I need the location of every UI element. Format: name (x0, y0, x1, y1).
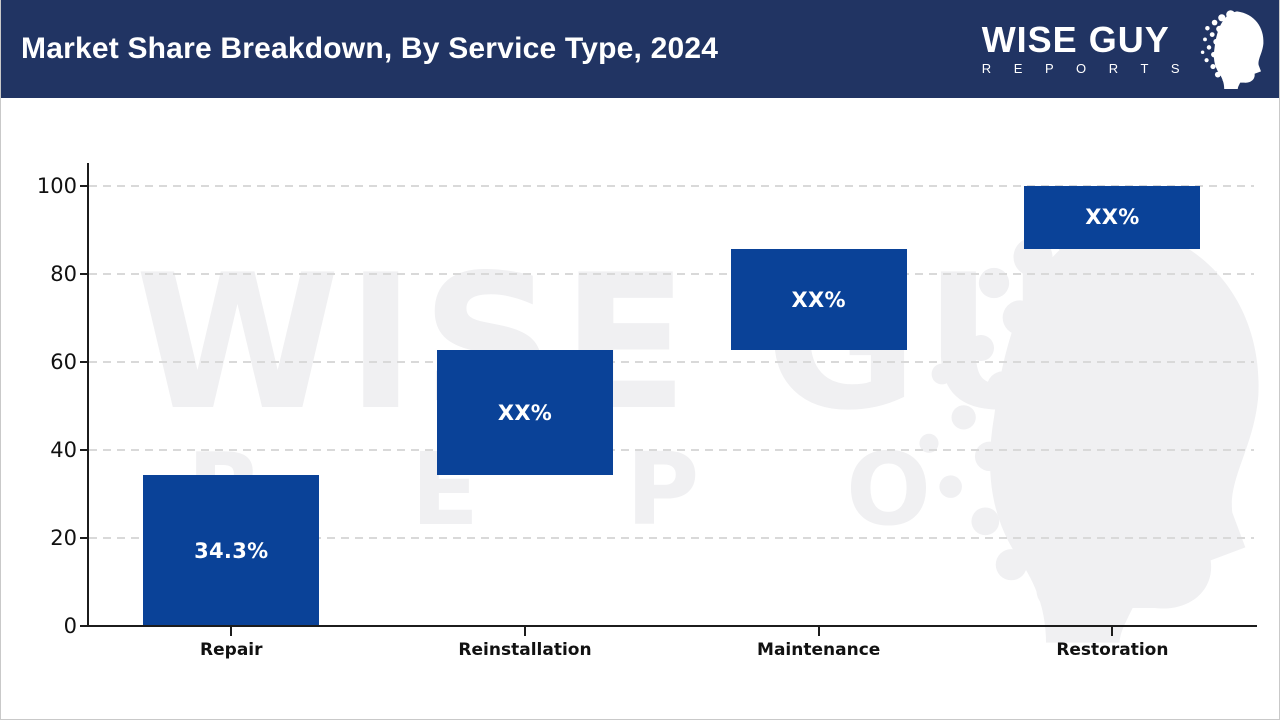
y-tick-100 (80, 185, 89, 187)
gridline-80 (89, 273, 1254, 275)
y-tick-40 (80, 449, 89, 451)
x-tick-3 (817, 627, 820, 636)
logo-primary-text: WISE GUY (981, 19, 1170, 60)
x-axis-line (87, 625, 1257, 627)
gridline-100 (89, 185, 1254, 187)
bar-value-label: XX% (497, 400, 553, 425)
y-tick-label: 80 (50, 262, 77, 286)
y-tick-label: 60 (50, 350, 77, 374)
x-tick-1 (230, 627, 233, 636)
y-tick-label: 0 (63, 614, 77, 638)
bar-repair: 34.3% (143, 475, 320, 626)
gridline-40 (89, 449, 1254, 451)
bar-restoration: XX% (1024, 186, 1201, 249)
y-axis-line (87, 163, 89, 627)
logo-wordmark: WISE GUY R E P O R T S (981, 19, 1189, 77)
bar-value-label: XX% (1085, 205, 1140, 230)
x-tick-2 (524, 627, 526, 636)
y-tick-60 (80, 361, 89, 363)
x-category-label: Reinstallation (458, 640, 592, 660)
x-category-label: Restoration (1056, 640, 1169, 660)
y-tick-label: 100 (36, 174, 77, 198)
page-title: Market Share Breakdown, By Service Type,… (21, 32, 719, 65)
bar-value-label: 34.3% (194, 538, 269, 563)
x-category-label: Repair (200, 640, 263, 660)
logo-head-icon (1200, 10, 1264, 89)
chart-canvas: WISE GUY R E P O R T S 02040608010034.3%… (1, 98, 1279, 719)
y-tick-20 (80, 537, 89, 539)
x-tick-4 (1111, 627, 1114, 636)
gridline-60 (89, 361, 1254, 363)
y-tick-0 (80, 625, 89, 627)
gridline-20 (89, 537, 1254, 539)
bar-reinstallation: XX% (437, 350, 613, 476)
watermark-head-icon (919, 215, 1259, 643)
logo: WISE GUY R E P O R T S (982, 6, 1265, 92)
x-category-label: Maintenance (757, 640, 881, 660)
y-tick-label: 40 (50, 438, 77, 462)
bar-value-label: XX% (791, 287, 846, 312)
logo-secondary-text: R E P O R T S (981, 61, 1189, 76)
bar-maintenance: XX% (730, 248, 907, 351)
y-tick-80 (80, 273, 89, 275)
y-tick-label: 20 (50, 526, 77, 550)
header-bar: Market Share Breakdown, By Service Type,… (1, 0, 1279, 98)
